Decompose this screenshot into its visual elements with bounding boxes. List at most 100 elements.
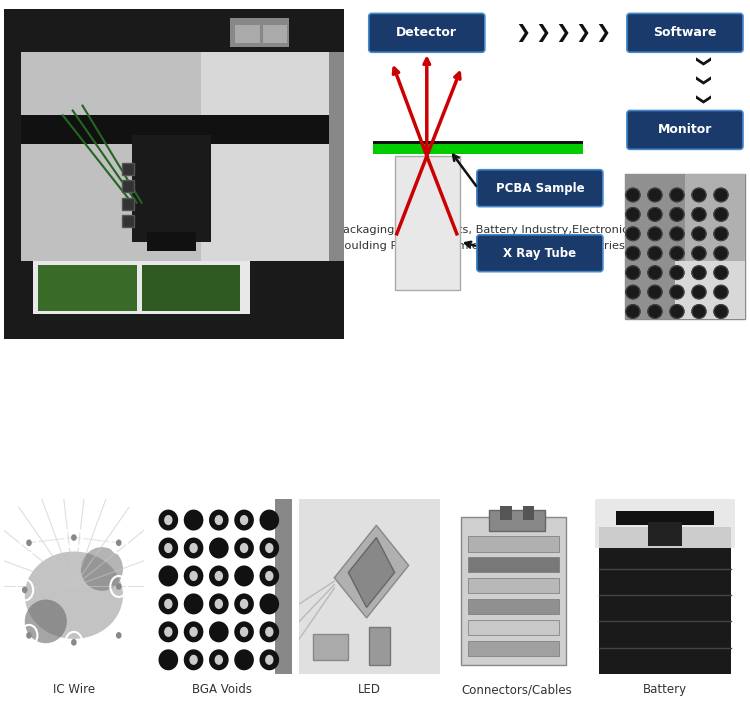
Circle shape: [215, 655, 222, 665]
Circle shape: [692, 304, 706, 318]
Bar: [468, 640, 560, 656]
Bar: [675, 261, 745, 319]
Circle shape: [266, 572, 273, 580]
Bar: [122, 198, 134, 210]
Ellipse shape: [158, 622, 178, 642]
Ellipse shape: [184, 510, 203, 530]
Circle shape: [626, 207, 640, 221]
Ellipse shape: [184, 622, 203, 642]
Ellipse shape: [158, 593, 178, 615]
Circle shape: [692, 266, 706, 279]
Circle shape: [648, 266, 662, 279]
Bar: [132, 135, 211, 242]
Bar: [468, 599, 560, 615]
Bar: [314, 634, 348, 660]
Bar: [625, 174, 745, 319]
FancyBboxPatch shape: [627, 14, 743, 52]
Text: Monitor: Monitor: [658, 123, 712, 136]
Ellipse shape: [25, 552, 123, 639]
Circle shape: [215, 600, 222, 608]
Circle shape: [670, 207, 684, 221]
FancyBboxPatch shape: [627, 111, 743, 149]
Circle shape: [648, 207, 662, 221]
Circle shape: [626, 304, 640, 318]
Ellipse shape: [234, 565, 254, 586]
Text: ❯: ❯: [536, 24, 550, 42]
Bar: [33, 261, 250, 314]
FancyBboxPatch shape: [477, 170, 603, 207]
Circle shape: [626, 266, 640, 279]
Bar: [468, 620, 560, 635]
Text: PCBA Sample: PCBA Sample: [496, 182, 584, 195]
Ellipse shape: [184, 593, 203, 615]
Ellipse shape: [209, 510, 229, 530]
Ellipse shape: [184, 538, 203, 558]
Bar: [468, 557, 560, 573]
Circle shape: [692, 247, 706, 260]
Circle shape: [72, 535, 76, 540]
Circle shape: [670, 227, 684, 240]
Ellipse shape: [260, 650, 279, 670]
Circle shape: [692, 227, 706, 240]
Bar: [236, 25, 260, 43]
Ellipse shape: [234, 538, 254, 558]
Bar: [648, 522, 682, 546]
Circle shape: [215, 515, 222, 525]
Circle shape: [714, 188, 728, 202]
Circle shape: [165, 515, 172, 525]
Bar: [4, 261, 344, 339]
Text: BGA Voids: BGA Voids: [192, 683, 251, 696]
Ellipse shape: [260, 622, 279, 642]
Circle shape: [648, 304, 662, 318]
Circle shape: [165, 543, 172, 553]
Ellipse shape: [234, 593, 254, 615]
Bar: [599, 548, 730, 674]
Circle shape: [626, 227, 640, 240]
Circle shape: [648, 188, 662, 202]
Ellipse shape: [25, 600, 67, 643]
Circle shape: [714, 227, 728, 240]
FancyBboxPatch shape: [477, 235, 603, 272]
Text: Battery: Battery: [643, 683, 687, 696]
Ellipse shape: [209, 565, 229, 586]
Text: ❯: ❯: [692, 94, 707, 107]
Circle shape: [670, 266, 684, 279]
Circle shape: [692, 188, 706, 202]
Polygon shape: [334, 525, 409, 618]
Ellipse shape: [260, 565, 279, 586]
Text: Connectors/Cables: Connectors/Cables: [462, 683, 572, 696]
Ellipse shape: [260, 510, 279, 530]
Circle shape: [648, 227, 662, 240]
Bar: [461, 516, 566, 665]
Text: ❯: ❯: [555, 24, 571, 42]
Bar: [262, 25, 287, 43]
Circle shape: [117, 540, 121, 545]
Circle shape: [670, 188, 684, 202]
Bar: [328, 9, 344, 261]
Circle shape: [266, 543, 273, 553]
Bar: [468, 535, 560, 552]
Circle shape: [714, 247, 728, 260]
Text: ❯: ❯: [596, 24, 610, 42]
Circle shape: [648, 247, 662, 260]
Bar: [4, 9, 22, 261]
Circle shape: [648, 285, 662, 299]
Bar: [468, 578, 560, 593]
Circle shape: [266, 655, 273, 665]
Ellipse shape: [209, 538, 229, 558]
Circle shape: [190, 655, 197, 665]
Bar: [373, 143, 583, 154]
Text: Detector: Detector: [396, 26, 458, 39]
Ellipse shape: [260, 538, 279, 558]
Bar: [599, 527, 730, 548]
Ellipse shape: [184, 565, 203, 586]
Text: X Ray Tube: X Ray Tube: [503, 247, 577, 260]
Bar: [394, 156, 460, 290]
Ellipse shape: [158, 538, 178, 558]
Bar: [122, 163, 134, 175]
Text: X-Ray Inspection Images:: X-Ray Inspection Images:: [10, 265, 238, 280]
Bar: [595, 499, 735, 548]
Bar: [625, 174, 685, 319]
Circle shape: [626, 247, 640, 260]
Text: Software: Software: [653, 26, 717, 39]
